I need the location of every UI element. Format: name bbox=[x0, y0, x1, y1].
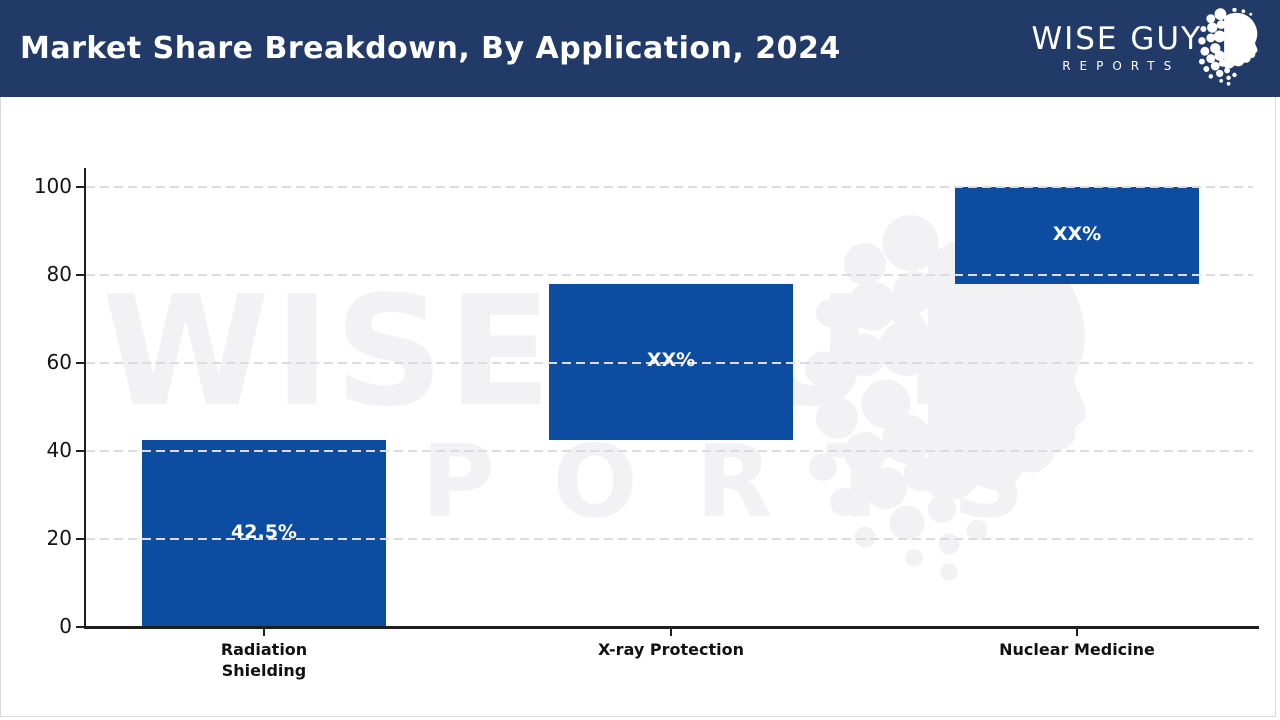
x-axis-category-label-x-ray-protection: X-ray Protection bbox=[598, 640, 744, 659]
y-tick-mark-100 bbox=[76, 186, 85, 188]
wise-guy-reports-logo: WISE GUY REPORTS bbox=[1031, 7, 1270, 90]
y-tick-mark-0 bbox=[76, 626, 85, 628]
y-tick-label-80: 80 bbox=[46, 262, 72, 286]
gridline-60 bbox=[86, 362, 1253, 364]
bar-nuclear-medicine bbox=[955, 187, 1199, 284]
y-tick-mark-60 bbox=[76, 362, 85, 364]
bar-value-label-nuclear-medicine: XX% bbox=[1052, 223, 1102, 245]
y-tick-label-20: 20 bbox=[46, 526, 72, 550]
x-tick-mark-nuclear-medicine bbox=[1076, 629, 1078, 636]
x-tick-mark-radiation-shielding bbox=[263, 629, 265, 636]
y-tick-label-100: 100 bbox=[33, 174, 72, 198]
bar-value-label-x-ray-protection: XX% bbox=[646, 349, 696, 371]
gridline-40 bbox=[86, 450, 1253, 452]
logo-subtitle: REPORTS bbox=[1062, 59, 1181, 73]
header-banner: Market Share Breakdown, By Application, … bbox=[0, 0, 1280, 97]
x-tick-mark-x-ray-protection bbox=[670, 629, 672, 636]
x-axis-category-label-nuclear-medicine: Nuclear Medicine bbox=[999, 640, 1155, 659]
chart-frame bbox=[0, 97, 1276, 717]
y-axis-line bbox=[84, 168, 86, 628]
y-tick-mark-40 bbox=[76, 450, 85, 452]
gridline-100 bbox=[86, 186, 1253, 188]
logo-text: WISE GUY REPORTS bbox=[1031, 21, 1202, 74]
x-axis-category-label-radiation-shielding: Radiation Shielding bbox=[220, 640, 308, 680]
dotted-head-icon bbox=[1198, 7, 1258, 86]
gridline-80 bbox=[86, 274, 1253, 276]
bar-value-label-radiation-shielding: 42.5% bbox=[231, 521, 297, 543]
x-axis-line bbox=[84, 626, 1259, 629]
y-tick-label-0: 0 bbox=[59, 614, 72, 638]
bar-radiation-shielding bbox=[142, 440, 386, 627]
logo-wordmark: WISE GUY bbox=[1031, 21, 1202, 57]
y-tick-label-40: 40 bbox=[46, 438, 72, 462]
page-title: Market Share Breakdown, By Application, … bbox=[20, 31, 841, 66]
y-tick-mark-80 bbox=[76, 274, 85, 276]
y-tick-mark-20 bbox=[76, 538, 85, 540]
gridline-20 bbox=[86, 538, 1253, 540]
y-tick-label-60: 60 bbox=[46, 350, 72, 374]
